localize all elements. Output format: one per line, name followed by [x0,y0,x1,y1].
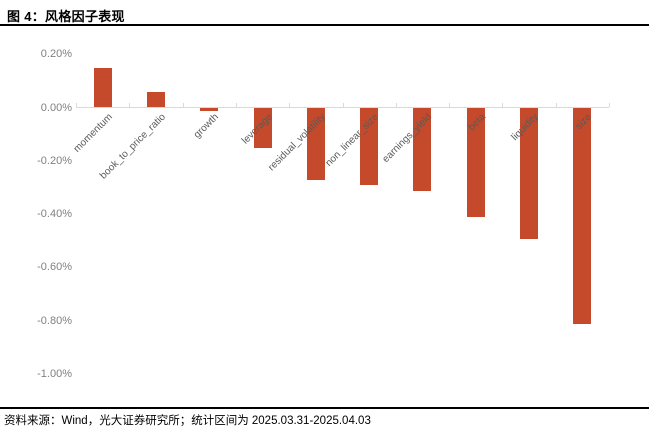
bar-leverage [254,108,272,148]
y-axis-tick-label: 0.00% [40,101,72,114]
x-axis-tick [236,103,237,107]
x-axis-line [76,107,609,108]
y-axis-tick-label: -0.60% [37,261,72,274]
bar-book_to_price_ratio [147,91,165,108]
x-axis-tick [183,103,184,107]
x-axis-tick [289,103,290,107]
y-axis-tick-label: -0.40% [37,208,72,221]
bar-residual_volatility [307,108,325,180]
y-axis-tick-label: -1.00% [37,368,72,380]
x-axis-tick [556,103,557,107]
bar-size [573,108,591,324]
y-axis-tick-label: -0.80% [37,314,72,327]
bar-earnings_yield [413,108,431,191]
figure-title: 图 4：风格因子表现 [7,9,125,24]
x-axis-tick [129,103,130,107]
x-axis-tick [449,103,450,107]
bar-liquidity [520,108,538,239]
x-axis-tick [76,103,77,107]
y-axis-tick-label: -0.20% [37,154,72,167]
x-axis-tick [609,103,610,107]
footer-divider-line [0,407,649,409]
title-divider-line [0,24,649,26]
x-axis-tick [502,103,503,107]
bar-growth [200,108,218,111]
x-axis-tick [396,103,397,107]
bar-beta [467,108,485,218]
y-axis-tick-label: 0.20% [40,48,72,61]
x-axis-tick [343,103,344,107]
source-note: 资料来源：Wind，光大证券研究所；统计区间为 2025.03.31-2025.… [4,415,371,427]
bar-momentum [94,67,112,108]
bar-non_linear_size [360,108,378,186]
